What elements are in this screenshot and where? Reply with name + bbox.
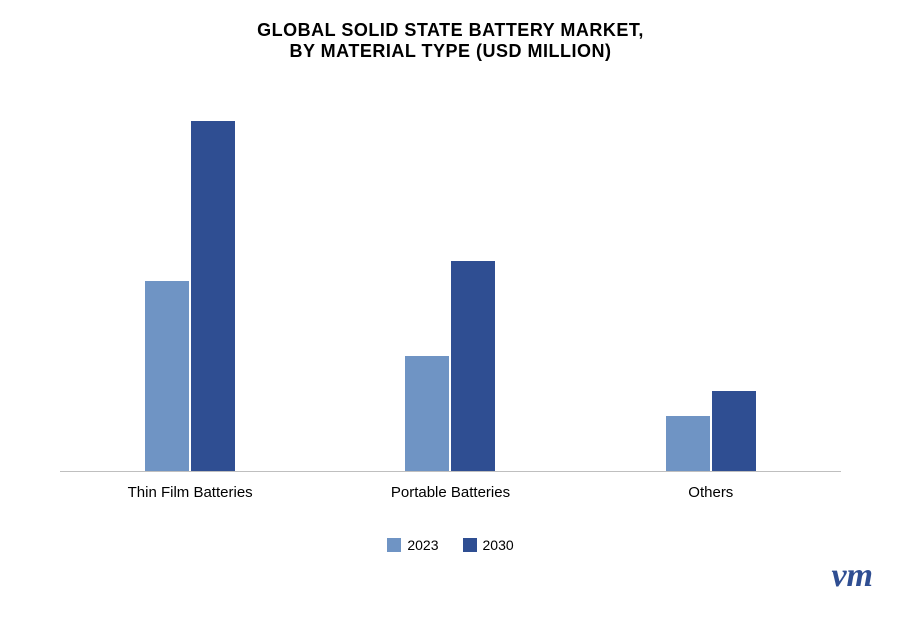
bar-2030-portable [451, 261, 495, 471]
x-label-2: Others [611, 484, 811, 501]
x-label-1: Portable Batteries [350, 484, 550, 501]
chart-plot-area [60, 92, 841, 472]
bar-group-0 [145, 121, 235, 471]
legend-label-2030: 2030 [483, 537, 514, 553]
legend-swatch-2030 [463, 538, 477, 552]
legend: 2023 2030 [40, 537, 861, 553]
bar-2030-thin-film [191, 121, 235, 471]
legend-swatch-2023 [387, 538, 401, 552]
legend-item-2023: 2023 [387, 537, 438, 553]
bar-group-2 [666, 391, 756, 471]
title-line-2: BY MATERIAL TYPE (USD MILLION) [40, 41, 861, 62]
brand-logo: vm [831, 557, 873, 595]
x-label-0: Thin Film Batteries [90, 484, 290, 501]
title-line-1: GLOBAL SOLID STATE BATTERY MARKET, [40, 20, 861, 41]
x-axis-labels: Thin Film Batteries Portable Batteries O… [60, 484, 841, 501]
bar-group-1 [405, 261, 495, 471]
bar-2030-others [712, 391, 756, 471]
bar-2023-others [666, 416, 710, 471]
chart-title: GLOBAL SOLID STATE BATTERY MARKET, BY MA… [40, 20, 861, 62]
bar-2023-portable [405, 356, 449, 471]
bar-2023-thin-film [145, 281, 189, 471]
legend-item-2030: 2030 [463, 537, 514, 553]
legend-label-2023: 2023 [407, 537, 438, 553]
